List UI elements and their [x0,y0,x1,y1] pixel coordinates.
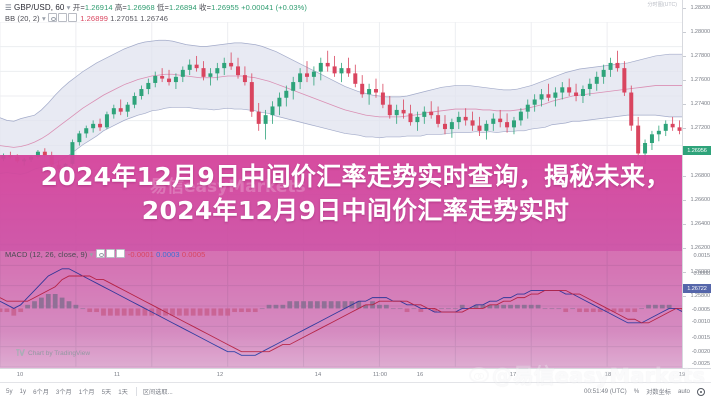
price-badge: 1.26722 [683,284,711,293]
bb-value-3: 1.26746 [140,14,169,23]
price-tick-mark [683,248,686,249]
time-tick: 10 [16,372,24,378]
log-scale-button[interactable]: 对数坐标 [646,389,671,396]
price-tick: 1.27800 [690,53,710,59]
price-tick-mark [683,128,686,129]
macd-pane[interactable] [0,245,683,367]
time-tick: 19 [678,372,686,378]
macd-tick: -0.0010 [691,319,710,325]
toolbar-right[interactable]: 00:51:49 (UTC) % 对数坐标 auto [584,387,705,396]
bb-legend: BB (20, 2) ▾ 1.26899 1.27051 1.26746 [5,13,168,23]
macd-plot [0,245,683,367]
macd-value-3: 0.0005 [181,250,206,259]
timeframe-button[interactable]: 1天 [118,389,128,396]
timeframe-list[interactable]: 5y 1y 6个月 3个月 1个月 5天 1天 [6,387,135,396]
range-select-button[interactable]: 区间选取... [142,389,173,396]
close-value: 1.26955 [211,3,239,12]
timeframe-button[interactable]: 3个月 [55,389,72,396]
time-tick: 16 [416,372,424,378]
tradingview-logo-icon [16,349,25,356]
price-tick-mark [683,296,686,297]
price-tick-mark [683,104,686,105]
auto-scale-button[interactable]: auto [677,388,690,395]
time-tick: 12 [216,372,224,378]
macd-tick: 0.0008 [693,271,710,277]
settings-icon[interactable] [105,249,115,258]
time-tick: 14 [314,372,322,378]
price-tick: 1.27200 [690,125,710,131]
change-value: +0.00041 (+0.03%) [241,3,308,12]
macd-legend: MACD (12, 26, close, 9) ▾ -0.0001 0.0003… [5,249,205,259]
open-label: 开= [72,3,85,12]
low-value: 1.26894 [169,3,197,12]
macd-tick: -0.0020 [691,349,710,355]
candlestick-icon: ☰ [5,3,12,12]
percent-icon[interactable]: % [633,388,640,395]
price-tick-mark [683,32,686,33]
symbol-ticker[interactable]: GBP/USD, 60 [14,3,65,12]
macd-tick: -0.0025 [691,361,710,367]
time-axis[interactable]: 10 11 12 14 11:00 16 17 18 19 [0,368,711,383]
timeframe-button[interactable]: 1y [19,388,27,395]
settings-icon[interactable] [58,13,68,22]
close-label: 收= [199,3,212,12]
price-tick: 1.27600 [690,77,710,83]
price-tick: 1.28000 [690,29,710,35]
high-label: 高= [114,3,127,12]
open-value: 1.26914 [84,3,113,12]
macd-tick: 0.0015 [693,253,710,259]
bottom-toolbar[interactable]: 5y 1y 6个月 3个月 1个月 5天 1天 区间选取... 00:51:49 (UTC)… [0,382,711,400]
timeframe-button[interactable]: 6个月 [33,389,49,396]
gear-icon[interactable] [697,387,705,396]
chevron-down-icon[interactable]: ▾ [89,250,94,259]
corner-tag: 分时图(UTC) [647,2,677,8]
time-tick: 11:00 [372,372,388,378]
high-value: 1.26968 [126,3,155,12]
price-tick-mark [683,80,686,81]
time-tick: 11 [113,372,121,378]
time-tick: 18 [604,372,612,378]
low-label: 低= [156,3,169,12]
price-tick-mark [683,272,686,273]
price-tick-mark [683,56,686,57]
tradingview-credit[interactable]: Chart by TradingView [28,350,91,357]
macd-value-2: 0.0003 [156,250,180,259]
price-tick: 1.27400 [690,101,710,107]
bb-name[interactable]: BB (20, 2) [5,14,40,23]
price-tick: 1.28200 [690,5,710,11]
price-tick: 1.26200 [690,245,710,251]
symbol-legend: ☰ GBP/USD, 60 ▾ 开=1.26914 高=1.26968 低=1.… [5,2,307,13]
macd-tick: -0.0005 [691,307,710,313]
macd-value-1: -0.0001 [127,250,154,259]
eye-icon[interactable] [95,249,105,258]
clock-label: 00:51:49 (UTC) [584,388,627,395]
headline-text: 2024年12月9日中间价汇率走势实时查询，揭秘未来，2024年12月9日中间价… [40,162,671,225]
chevron-down-icon[interactable]: ▾ [66,3,71,12]
timeframe-button[interactable]: 5y [6,388,13,395]
time-tick: 17 [509,372,517,378]
timeframe-button[interactable]: 1个月 [78,389,95,396]
toolbar-divider [135,387,137,396]
close-icon[interactable] [115,249,125,258]
timeframe-button[interactable]: 5天 [101,389,112,396]
close-icon[interactable] [68,13,78,22]
bb-value-1: 1.26899 [80,14,109,23]
chevron-down-icon[interactable]: ▾ [41,14,46,23]
eye-icon[interactable] [48,13,58,22]
bb-value-2: 1.27051 [110,14,139,23]
price-badge: 1.26956 [683,146,711,155]
macd-tick: -0.0015 [691,335,710,341]
macd-name[interactable]: MACD (12, 26, close, 9) [5,250,88,259]
price-tick-mark [683,8,686,9]
